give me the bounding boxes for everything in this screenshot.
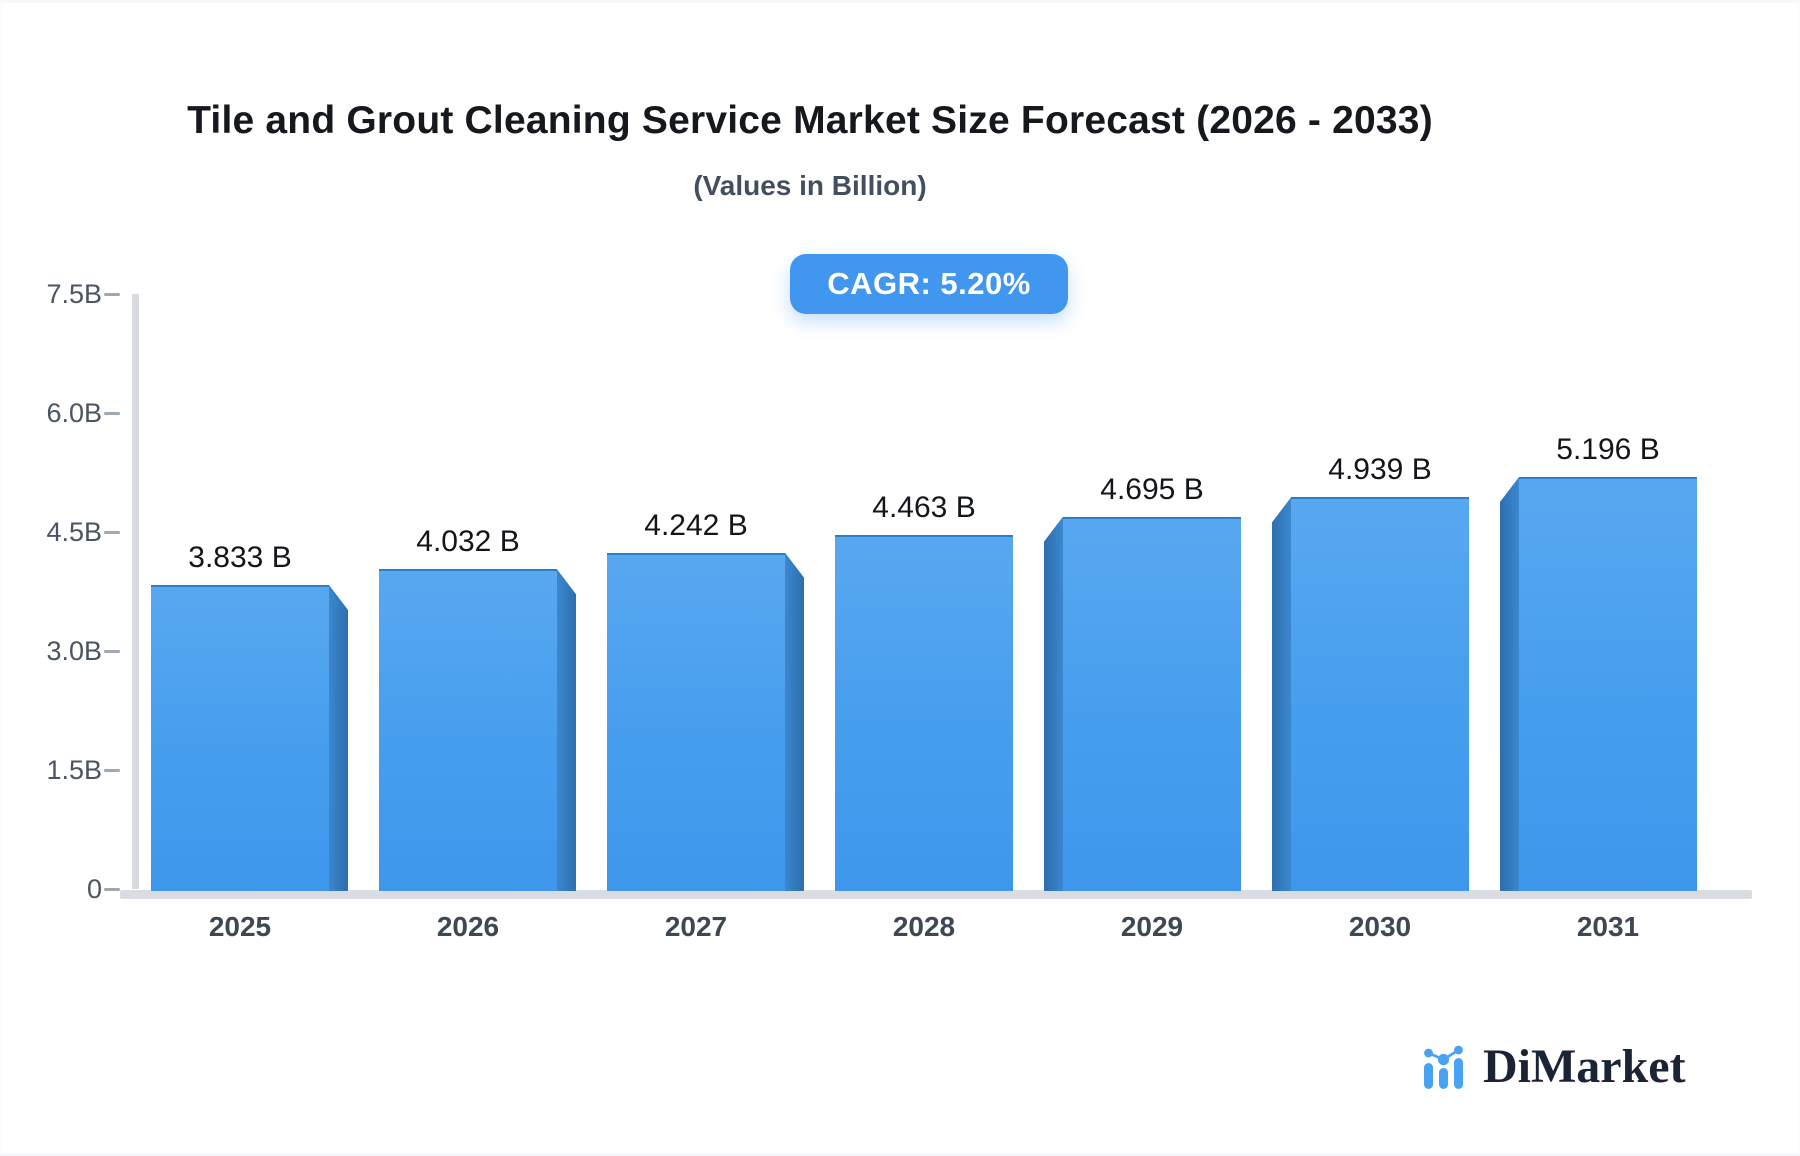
y-tick-mark: [104, 888, 120, 891]
y-axis-line: [132, 294, 139, 889]
bar-2026: [379, 569, 557, 891]
chart-title: Tile and Grout Cleaning Service Market S…: [187, 99, 1433, 142]
x-tick-label: 2026: [436, 911, 500, 942]
x-tick-label: 2025: [208, 911, 272, 942]
y-tick-mark: [104, 531, 120, 535]
y-tick-label: 6.0B: [46, 398, 102, 429]
bar-value-label: 3.833 B: [188, 541, 292, 575]
brand-logo: DiMarket: [1422, 1043, 1686, 1091]
bar-value-label: 4.939 B: [1328, 453, 1432, 487]
cagr-badge-label: CAGR: 5.20%: [827, 266, 1031, 301]
bar-2027: [607, 552, 785, 891]
x-tick-label: 2030: [1348, 911, 1412, 942]
x-tick-label: 2028: [892, 911, 956, 942]
bar-value-label: 4.463 B: [872, 491, 976, 525]
bar-value-label: 4.242 B: [644, 508, 748, 542]
cagr-badge: CAGR: 5.20%: [790, 254, 1068, 314]
y-tick-mark: [104, 412, 120, 416]
bar-3d-side: [1044, 516, 1063, 891]
y-tick-label: 7.5B: [46, 279, 102, 310]
chart-subtitle: (Values in Billion): [693, 170, 927, 201]
bar-3d-side: [329, 585, 348, 891]
y-tick-mark: [104, 293, 120, 297]
y-tick-label: 4.5B: [46, 517, 102, 548]
bar-2031: [1519, 476, 1697, 891]
bar-3d-side: [785, 552, 804, 891]
y-tick-mark: [104, 650, 120, 654]
bar-2025: [151, 585, 329, 891]
y-tick-mark: [104, 769, 120, 773]
bar-2029: [1063, 516, 1241, 891]
x-tick-label: 2031: [1576, 911, 1640, 942]
bar-3d-side: [557, 569, 576, 891]
bar-3d-side: [1272, 497, 1291, 891]
y-tick-label: 3.0B: [46, 636, 102, 667]
y-tick-label: 0: [86, 874, 102, 904]
bar-value-label: 4.032 B: [416, 525, 520, 559]
bar-3d-side: [1500, 476, 1519, 891]
bar-2030: [1291, 497, 1469, 891]
bar-value-label: 5.196 B: [1556, 432, 1660, 466]
bar-chart-logo-icon: [1424, 1045, 1463, 1089]
bar-2028: [835, 535, 1013, 891]
x-tick-label: 2029: [1120, 911, 1184, 942]
x-axis-baseline: [120, 890, 1752, 899]
bar-value-label: 4.695 B: [1100, 472, 1204, 506]
brand-name: DiMarket: [1483, 1040, 1686, 1093]
y-tick-label: 1.5B: [46, 755, 102, 786]
x-tick-label: 2027: [664, 911, 728, 942]
